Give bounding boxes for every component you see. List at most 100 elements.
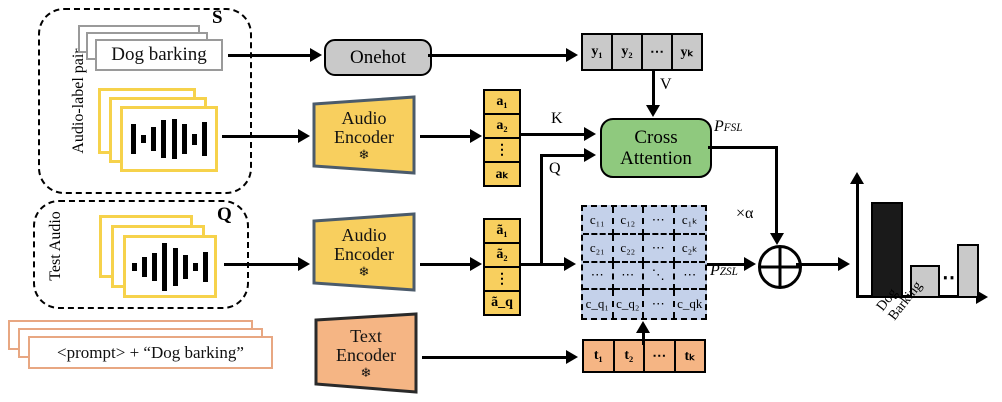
arrow-onehot-to-y: [428, 54, 568, 57]
p-fsl-label: PFSL: [714, 118, 742, 136]
test-audio-letter: Q: [217, 204, 232, 225]
cross-attention-line1: Cross: [634, 126, 678, 148]
t-cell-ellipsis: ⋯: [645, 341, 676, 371]
arrowhead: [636, 321, 650, 333]
test-audio-group-label: Test Audio: [47, 211, 64, 281]
audio-card-front: [120, 106, 218, 172]
p-fsl-subscript: FSL: [723, 122, 743, 134]
p-zsl-subscript: ZSL: [719, 266, 738, 278]
matrix-cell: ⋱: [644, 262, 675, 291]
p-zsl-label: PZSL: [710, 262, 738, 280]
sum-operator-icon: [758, 245, 802, 289]
chart-y-axis-arrowhead: [850, 172, 864, 184]
matrix-cell: c_qk: [677, 296, 703, 312]
arrow-a-tilde-to-matrix: [521, 263, 567, 266]
y-cell-1: y₁: [583, 35, 613, 69]
arrow-support-audio-to-encoder: [222, 135, 300, 138]
prompt-card-front: <prompt> + “Dog barking”: [28, 336, 273, 369]
arrowhead: [566, 350, 578, 364]
arrowhead: [646, 105, 660, 117]
text-encoder[interactable]: Text Encoder ❄: [312, 312, 420, 394]
t-cell-2: t₂: [614, 341, 645, 371]
arrowhead: [584, 127, 596, 141]
onehot-label-vector: y₁ y₂ ⋯ yₖ: [581, 33, 703, 71]
alpha-scale-label: ×α: [736, 205, 754, 222]
y-cell-2: y₂: [613, 35, 643, 69]
chart-x-axis-arrowhead: [976, 290, 988, 304]
test-audio-group: [33, 200, 249, 309]
chart-bar-dog-barking: [871, 202, 903, 298]
a-cell-1: a₁: [485, 91, 519, 115]
matrix-cell: c₂₂: [613, 234, 644, 263]
key-label: K: [551, 110, 563, 127]
arrow-encoder-to-a: [420, 135, 472, 138]
matrix-cell: c₂₁: [583, 234, 614, 263]
arrowhead: [566, 48, 578, 62]
arrow-t-to-matrix: [642, 331, 645, 345]
arrow-text-encoder-to-t: [422, 356, 568, 359]
arrow-sum-to-chart: [796, 263, 840, 266]
matrix-cell: c₁₂: [613, 207, 644, 235]
trapezoid-shape: [312, 212, 416, 292]
query-label: Q: [549, 160, 561, 177]
test-audio-card-front: [123, 235, 217, 298]
matrix-cell: ⋯: [644, 290, 675, 318]
chart-bar-k: [957, 244, 979, 298]
matrix-cell: c₁ₖ: [674, 207, 705, 235]
arrowhead: [770, 233, 784, 245]
matrix-cell: c₁₁: [583, 207, 614, 235]
arrowhead: [564, 257, 576, 271]
arrow-attention-to-sum-seg2: [775, 146, 778, 236]
trapezoid-shape: [314, 312, 418, 394]
arrow-matrix-to-sum: [707, 263, 746, 266]
a-tilde-cell-q: ã_q: [485, 292, 519, 314]
support-embedding-vector: a₁ a₂ ⋮ aₖ: [483, 89, 521, 187]
arrow-a-tilde-to-attention-q-seg2: [540, 154, 543, 265]
audio-encoder-support[interactable]: Audio Encoder ❄: [310, 95, 418, 175]
similarity-matrix: c₁₁ c₁₂ ⋯ c₁ₖ c₂₁ c₂₂ ⋯ c₂ₖ ⋯ ⋯ ⋱ ⋯ c_q₁…: [581, 205, 707, 320]
trapezoid-shape: [312, 95, 416, 175]
a-tilde-cell-ellipsis: ⋮: [485, 268, 519, 292]
matrix-cell: ⋯: [644, 207, 675, 235]
p-zsl-symbol: P: [710, 262, 720, 279]
matrix-cell: ⋯: [674, 263, 705, 291]
cross-attention-block[interactable]: Cross Attention: [600, 118, 712, 178]
chart-y-axis: [856, 182, 859, 298]
arrow-a-tilde-to-attention-q-seg3: [540, 154, 586, 157]
matrix-cell: c_q₁: [583, 290, 614, 318]
label-card-front: Dog barking: [95, 39, 223, 71]
t-cell-k: tₖ: [675, 341, 704, 371]
value-label: V: [660, 76, 672, 93]
arrow-encoder-to-a-tilde: [420, 263, 472, 266]
support-waveform-icon: [120, 106, 218, 172]
onehot-block[interactable]: Onehot: [324, 39, 432, 76]
y-cell-k: yₖ: [673, 35, 701, 69]
matrix-cell: c_q₂: [614, 290, 644, 318]
query-embedding-vector: ã₁ ã₂ ⋮ ã_q: [483, 218, 521, 316]
t-cell-1: t₁: [584, 341, 615, 371]
matrix-cell: c₂ₖ: [674, 235, 705, 263]
support-set-letter: S: [212, 7, 223, 28]
y-cell-ellipsis: ⋯: [643, 35, 673, 69]
arrow-y-to-attention-value: [652, 71, 655, 107]
arrow-test-audio-to-encoder: [224, 263, 300, 266]
a-tilde-cell-2: ã₂: [485, 244, 519, 268]
a-cell-2: a₂: [485, 115, 519, 139]
test-waveform-icon: [123, 235, 217, 298]
arrowhead: [470, 257, 482, 271]
arrow-label-to-onehot: [228, 54, 312, 57]
arrow-attention-to-sum-seg1: [708, 146, 777, 149]
support-set-group: [38, 8, 252, 194]
arrowhead: [838, 257, 850, 271]
audio-encoder-query[interactable]: Audio Encoder ❄: [310, 212, 418, 292]
arrowhead: [298, 257, 310, 271]
matrix-cell: ⋯: [583, 262, 614, 291]
a-cell-k: aₖ: [485, 163, 519, 185]
p-fsl-symbol: P: [714, 118, 724, 135]
a-cell-ellipsis: ⋮: [485, 139, 519, 163]
arrowhead: [470, 129, 482, 143]
arrowhead: [584, 148, 596, 162]
arrowhead: [310, 48, 322, 62]
matrix-cell: ⋯: [644, 234, 675, 263]
